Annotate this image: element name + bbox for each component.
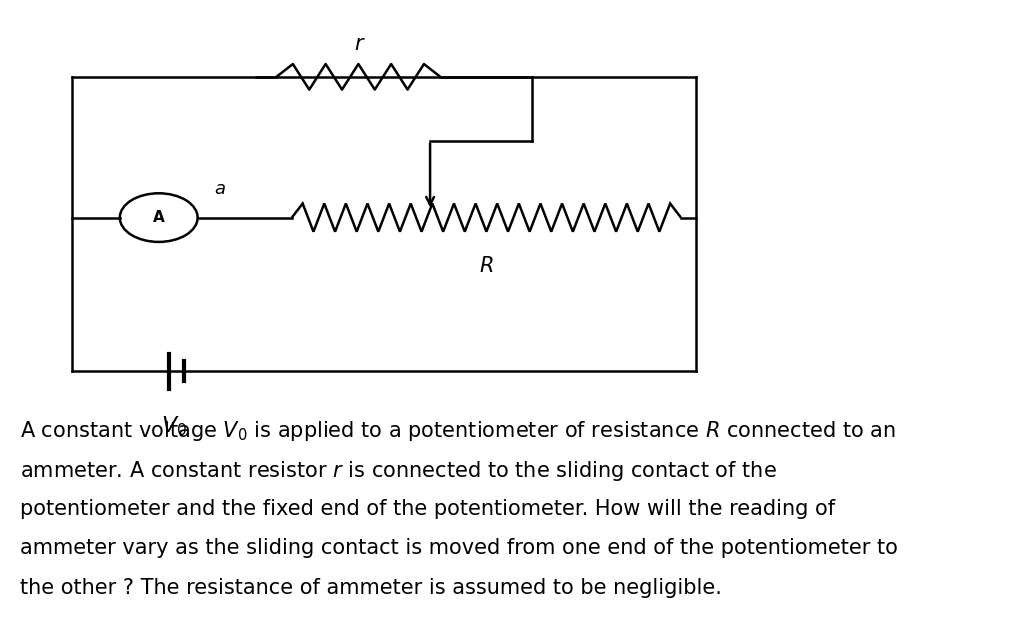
Text: ammeter. A constant resistor $r$ is connected to the sliding contact of the: ammeter. A constant resistor $r$ is conn… — [20, 459, 777, 483]
Text: R: R — [479, 256, 494, 276]
Text: A: A — [153, 210, 165, 225]
Text: ammeter vary as the sliding contact is moved from one end of the potentiometer t: ammeter vary as the sliding contact is m… — [20, 538, 898, 558]
Text: r: r — [354, 35, 362, 54]
Text: potentiometer and the fixed end of the potentiometer. How will the reading of: potentiometer and the fixed end of the p… — [20, 499, 836, 518]
Text: $V_0$: $V_0$ — [161, 415, 187, 438]
Text: A constant voltage $V_0$ is applied to a potentiometer of resistance $R$ connect: A constant voltage $V_0$ is applied to a… — [20, 419, 896, 443]
Text: the other ? The resistance of ammeter is assumed to be negligible.: the other ? The resistance of ammeter is… — [20, 578, 722, 598]
Text: a: a — [215, 180, 225, 198]
